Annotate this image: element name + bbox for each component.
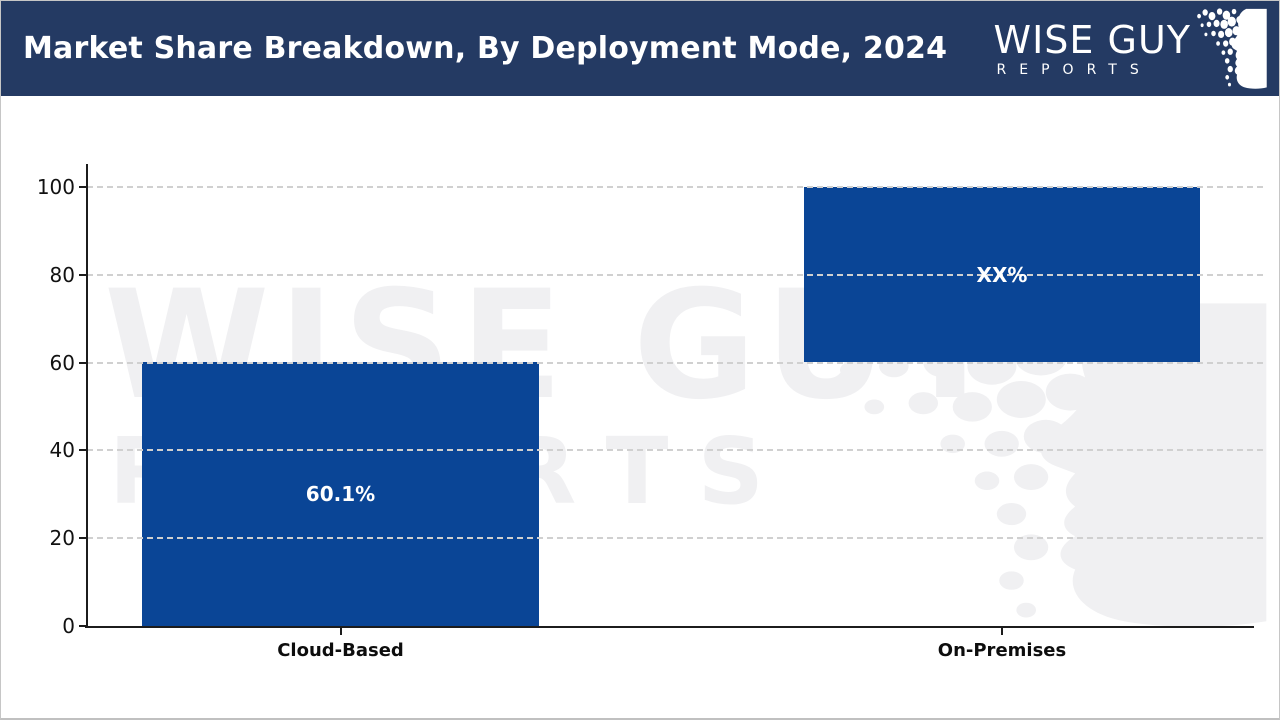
y-tick-60 [79,361,86,364]
bar-value-label-on-premises: XX% [976,262,1028,287]
gridline-60 [87,361,1263,364]
bar-chart: WISE GUY REPORTS 60.1%XX%020406080100Clo… [1,96,1279,718]
y-tick-label-0: 0 [62,614,75,638]
y-tick-80 [79,273,86,276]
x-axis-line [85,626,1254,628]
logo-head-profile-icon [1197,7,1267,89]
logo-reports-text: REPORTS [996,61,1152,78]
wise-guy-reports-logo: WISE GUY REPORTS [994,7,1269,91]
y-axis-line [86,164,88,628]
y-tick-0 [79,625,86,627]
x-axis-label-cloud-based: Cloud-Based [277,640,404,661]
logo-text: WISE GUY REPORTS [994,21,1191,77]
gridline-20 [87,537,1263,540]
watermark-letter: S [697,418,764,525]
logo-wise-guy-text: WISE GUY [993,17,1191,62]
y-tick-40 [79,449,86,452]
gridline-100 [87,186,1263,188]
x-tick-cloud-based [339,628,342,635]
y-tick-label-20: 20 [49,526,75,551]
x-tick-on-premises [1001,628,1003,635]
chart-title: Market Share Breakdown, By Deployment Mo… [23,31,948,66]
y-tick-label-80: 80 [49,262,75,287]
watermark-letter: T [605,418,669,525]
bar-cloud-based [142,362,539,626]
bar-value-label-cloud-based: 60.1% [305,482,376,507]
y-tick-100 [79,186,86,188]
y-tick-label-40: 40 [49,438,75,463]
gridline-80 [87,273,1263,276]
y-tick-label-100: 100 [36,175,75,199]
x-axis-label-on-premises: On-Premises [937,640,1067,661]
header-bar: Market Share Breakdown, By Deployment Mo… [1,1,1279,96]
y-tick-label-60: 60 [49,350,75,375]
y-tick-20 [79,537,86,540]
gridline-40 [87,449,1263,452]
